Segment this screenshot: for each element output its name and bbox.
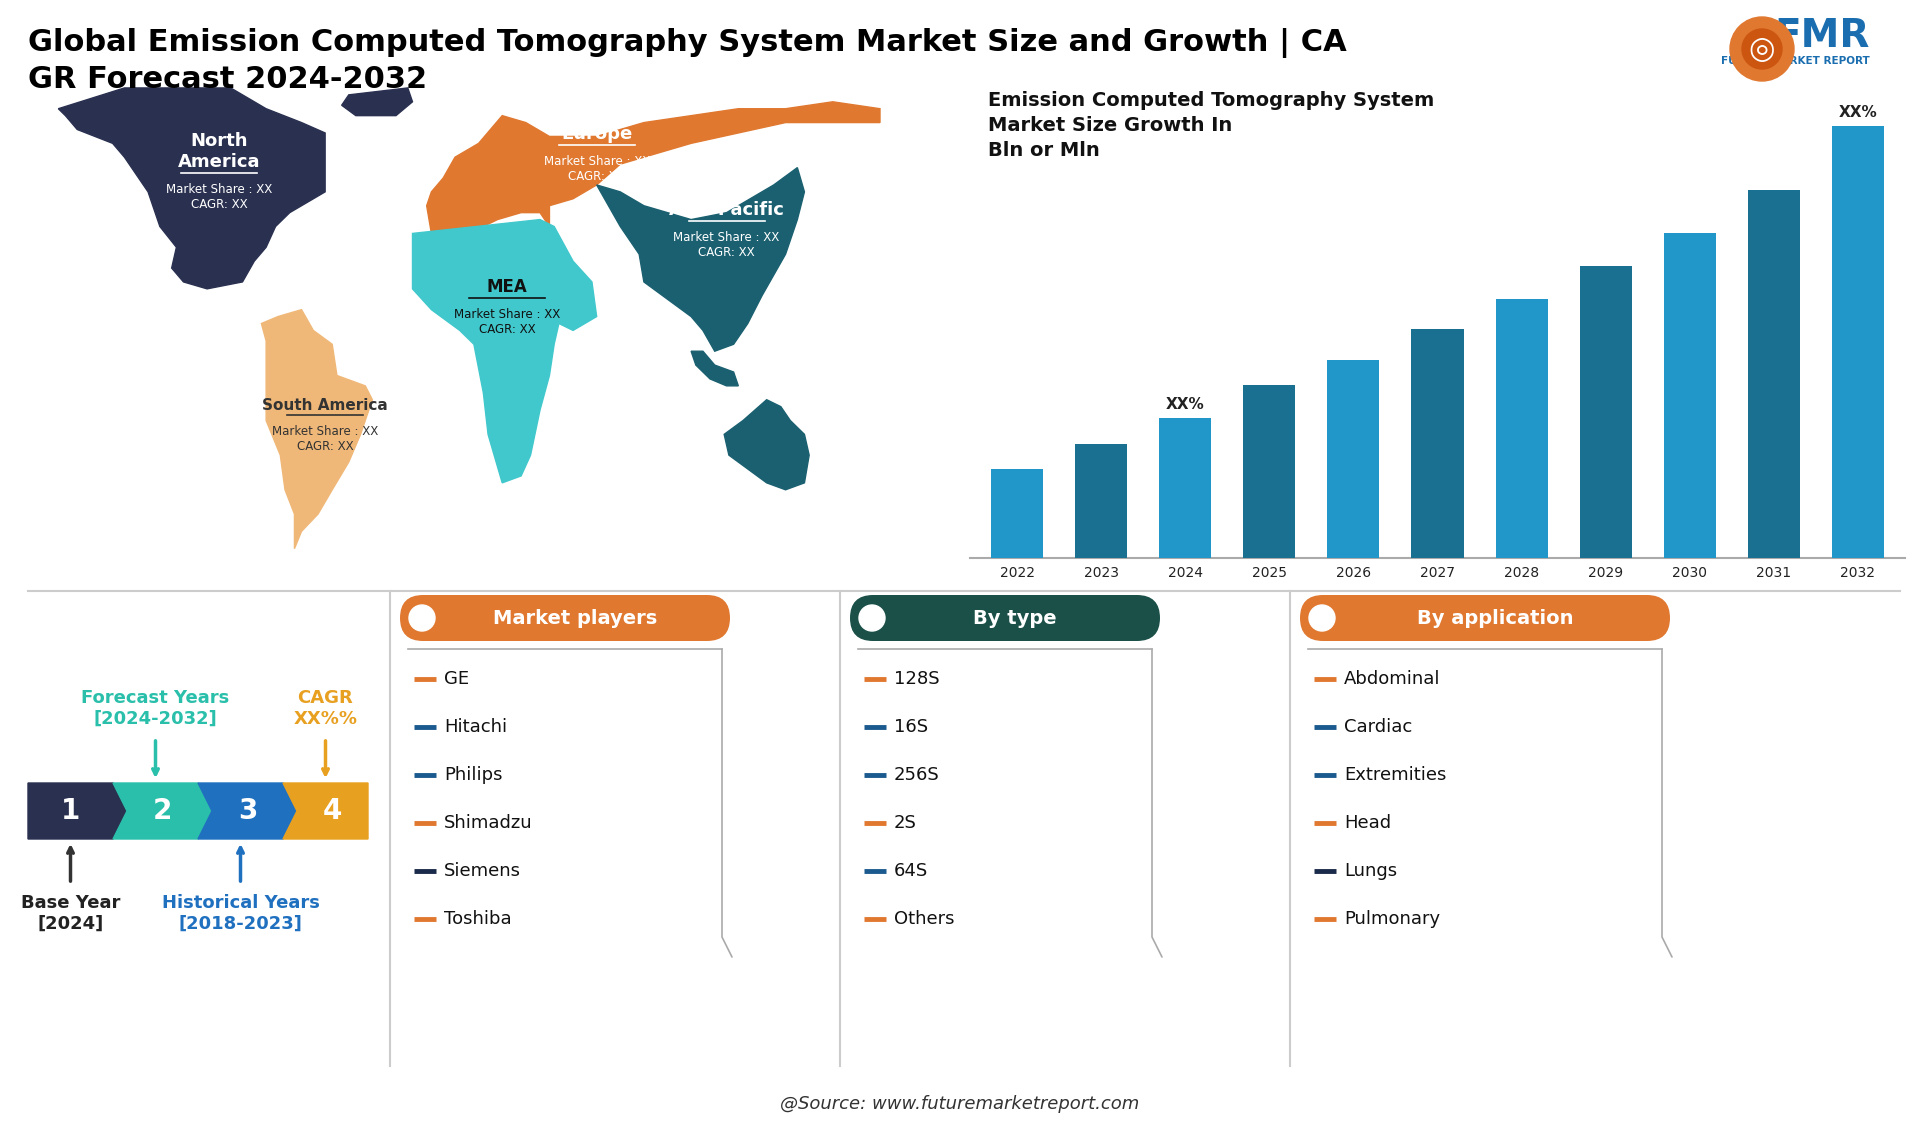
- Text: Market players: Market players: [493, 609, 657, 628]
- Text: 128S: 128S: [895, 670, 939, 688]
- Text: 2029: 2029: [1588, 566, 1622, 580]
- Polygon shape: [724, 400, 808, 489]
- Bar: [991, 469, 1043, 558]
- Polygon shape: [597, 167, 804, 351]
- Text: Europe: Europe: [561, 125, 632, 143]
- Polygon shape: [113, 783, 211, 839]
- Text: FMR: FMR: [1774, 17, 1870, 55]
- Text: 64S: 64S: [895, 862, 927, 880]
- Bar: [1496, 299, 1548, 558]
- Text: 2027: 2027: [1421, 566, 1455, 580]
- Text: @Source: www.futuremarketreport.com: @Source: www.futuremarketreport.com: [780, 1094, 1140, 1113]
- Polygon shape: [342, 88, 413, 116]
- Bar: [1327, 360, 1379, 558]
- Text: 2025: 2025: [1252, 566, 1286, 580]
- Text: CAGR: XX: CAGR: XX: [699, 246, 755, 259]
- Polygon shape: [413, 220, 597, 482]
- Text: Siemens: Siemens: [444, 862, 520, 880]
- Text: North
America: North America: [179, 132, 259, 171]
- Circle shape: [1741, 29, 1782, 69]
- Text: Philips: Philips: [444, 766, 503, 784]
- Text: 16S: 16S: [895, 719, 927, 736]
- Text: GE: GE: [444, 670, 468, 688]
- Text: 2S: 2S: [895, 814, 918, 832]
- Circle shape: [1309, 605, 1334, 631]
- Polygon shape: [282, 783, 369, 839]
- Circle shape: [858, 605, 885, 631]
- Polygon shape: [198, 783, 298, 839]
- Bar: [1580, 266, 1632, 558]
- Circle shape: [1730, 17, 1793, 81]
- Text: 2022: 2022: [1000, 566, 1035, 580]
- Text: 2023: 2023: [1083, 566, 1119, 580]
- Text: 3: 3: [238, 796, 257, 825]
- Bar: [1411, 329, 1463, 558]
- Text: 2: 2: [154, 796, 173, 825]
- Text: CAGR
XX%%: CAGR XX%%: [294, 689, 357, 728]
- Text: CAGR: XX: CAGR: XX: [568, 171, 626, 183]
- Text: By type: By type: [973, 609, 1056, 628]
- Text: ◎: ◎: [1749, 34, 1776, 63]
- Text: Extremities: Extremities: [1344, 766, 1446, 784]
- Text: Asia Pacific: Asia Pacific: [668, 202, 783, 219]
- Polygon shape: [691, 351, 739, 386]
- Bar: [1747, 189, 1799, 558]
- FancyBboxPatch shape: [851, 595, 1160, 641]
- Text: 2031: 2031: [1757, 566, 1791, 580]
- Text: CAGR: XX: CAGR: XX: [190, 198, 248, 211]
- Text: Pulmonary: Pulmonary: [1344, 910, 1440, 928]
- Text: 2032: 2032: [1841, 566, 1876, 580]
- Text: MEA: MEA: [486, 277, 528, 296]
- Text: CAGR: XX: CAGR: XX: [478, 323, 536, 336]
- Text: Historical Years
[2018-2023]: Historical Years [2018-2023]: [161, 894, 319, 933]
- Text: Abdominal: Abdominal: [1344, 670, 1440, 688]
- Text: 2024: 2024: [1167, 566, 1202, 580]
- Text: Global Emission Computed Tomography System Market Size and Growth | CA
GR Foreca: Global Emission Computed Tomography Syst…: [29, 28, 1346, 94]
- Circle shape: [409, 605, 436, 631]
- Text: Hitachi: Hitachi: [444, 719, 507, 736]
- Text: Market Share : XX: Market Share : XX: [453, 307, 561, 321]
- Text: Others: Others: [895, 910, 954, 928]
- Bar: [1244, 385, 1296, 558]
- Text: Base Year
[2024]: Base Year [2024]: [21, 894, 121, 933]
- Text: 1: 1: [61, 796, 81, 825]
- Text: Shimadzu: Shimadzu: [444, 814, 532, 832]
- Text: Lungs: Lungs: [1344, 862, 1398, 880]
- Text: XX%: XX%: [1165, 398, 1204, 413]
- Bar: [1832, 126, 1884, 558]
- Text: Emission Computed Tomography System
Market Size Growth In
Bln or Mln: Emission Computed Tomography System Mark…: [989, 91, 1434, 160]
- Bar: [1075, 444, 1127, 558]
- Text: Market Share : XX: Market Share : XX: [165, 183, 273, 196]
- Text: Market Share : XX: Market Share : XX: [273, 425, 378, 439]
- Polygon shape: [58, 88, 324, 289]
- FancyBboxPatch shape: [399, 595, 730, 641]
- Text: CAGR: XX: CAGR: XX: [298, 440, 353, 454]
- Text: Toshiba: Toshiba: [444, 910, 511, 928]
- Text: Forecast Years
[2024-2032]: Forecast Years [2024-2032]: [81, 689, 230, 728]
- Text: South America: South America: [263, 399, 388, 414]
- Polygon shape: [261, 309, 372, 549]
- Text: Cardiac: Cardiac: [1344, 719, 1413, 736]
- Bar: [1160, 418, 1212, 558]
- Text: 2026: 2026: [1336, 566, 1371, 580]
- Text: 4: 4: [323, 796, 342, 825]
- Polygon shape: [426, 102, 879, 234]
- Text: By application: By application: [1417, 609, 1572, 628]
- Text: 2030: 2030: [1672, 566, 1707, 580]
- Text: 256S: 256S: [895, 766, 939, 784]
- Text: Market Share : XX: Market Share : XX: [543, 155, 649, 168]
- Text: 2028: 2028: [1503, 566, 1540, 580]
- FancyBboxPatch shape: [1300, 595, 1670, 641]
- Text: Market Share : XX: Market Share : XX: [674, 231, 780, 244]
- Text: FUTURE MARKET REPORT: FUTURE MARKET REPORT: [1720, 56, 1870, 66]
- Text: XX%: XX%: [1839, 105, 1878, 120]
- Bar: [1665, 233, 1716, 558]
- Polygon shape: [29, 783, 127, 839]
- Text: Head: Head: [1344, 814, 1392, 832]
